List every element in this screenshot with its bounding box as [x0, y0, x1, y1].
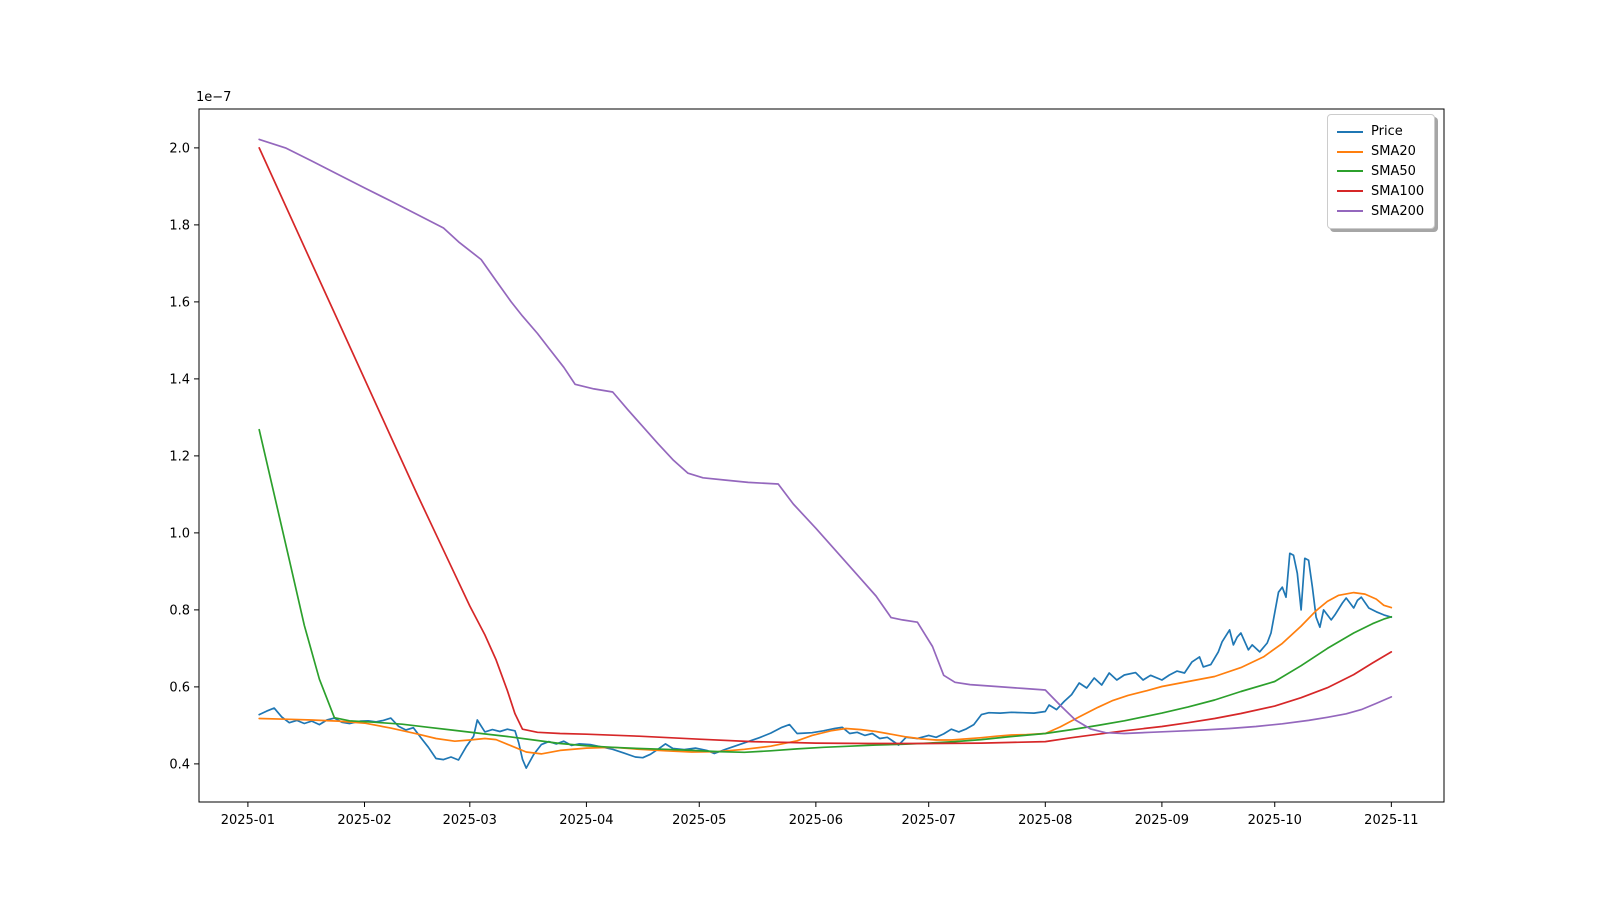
axes-border [198, 108, 1445, 803]
legend-line-sample-sma20 [1337, 150, 1363, 153]
legend-line-sample-sma200 [1337, 210, 1363, 213]
series-line-sma100 [258, 147, 1393, 745]
x-tick-label-2025-03: 2025-03 [443, 813, 497, 828]
x-tick-label-2025-07: 2025-07 [902, 813, 956, 828]
x-tick-label-2025-11: 2025-11 [1364, 813, 1418, 828]
y-tick-label-1.0: 1.0 [169, 526, 190, 541]
series-line-price [258, 552, 1393, 769]
y-tick-label-1.2: 1.2 [169, 449, 190, 464]
legend-item-sma200: SMA200 [1337, 201, 1424, 221]
y-tick-label-0.6: 0.6 [169, 680, 190, 695]
legend-item-sma20: SMA20 [1337, 142, 1424, 162]
x-tick-label-2025-06: 2025-06 [789, 813, 843, 828]
x-tick-label-2025-04: 2025-04 [559, 813, 613, 828]
y-tick-label-0.4: 0.4 [169, 757, 190, 772]
legend-item-sma50: SMA50 [1337, 162, 1424, 182]
x-tick-label-2025-01: 2025-01 [221, 813, 275, 828]
y-tick-label-1.8: 1.8 [169, 218, 190, 233]
legend-label-sma20: SMA20 [1371, 144, 1416, 160]
legend-line-sample-sma100 [1337, 190, 1363, 193]
series-line-sma20 [258, 591, 1393, 755]
x-tick-label-2025-08: 2025-08 [1018, 813, 1072, 828]
legend-item-sma100: SMA100 [1337, 181, 1424, 201]
series-line-sma50 [258, 428, 1393, 754]
legend-label-price: Price [1371, 124, 1403, 140]
y-tick-label-1.6: 1.6 [169, 295, 190, 310]
legend-line-sample-sma50 [1337, 170, 1363, 173]
y-tick-label-2.0: 2.0 [169, 141, 190, 156]
x-tick-label-2025-05: 2025-05 [672, 813, 726, 828]
legend-label-sma100: SMA100 [1371, 183, 1425, 199]
x-tick-label-2025-09: 2025-09 [1135, 813, 1189, 828]
legend-label-sma200: SMA200 [1371, 203, 1425, 219]
x-tick-label-2025-02: 2025-02 [337, 813, 391, 828]
legend: Price SMA20 SMA50 SMA100 SMA200 [1327, 114, 1436, 229]
legend-line-sample-price [1337, 130, 1363, 133]
y-tick-label-1.4: 1.4 [169, 372, 190, 387]
y-axis-offset-label: 1e−7 [196, 90, 232, 105]
legend-item-price: Price [1337, 122, 1424, 142]
x-tick-label-2025-10: 2025-10 [1248, 813, 1302, 828]
legend-label-sma50: SMA50 [1371, 163, 1416, 179]
series-line-sma200 [258, 138, 1393, 735]
y-tick-label-0.8: 0.8 [169, 603, 190, 618]
